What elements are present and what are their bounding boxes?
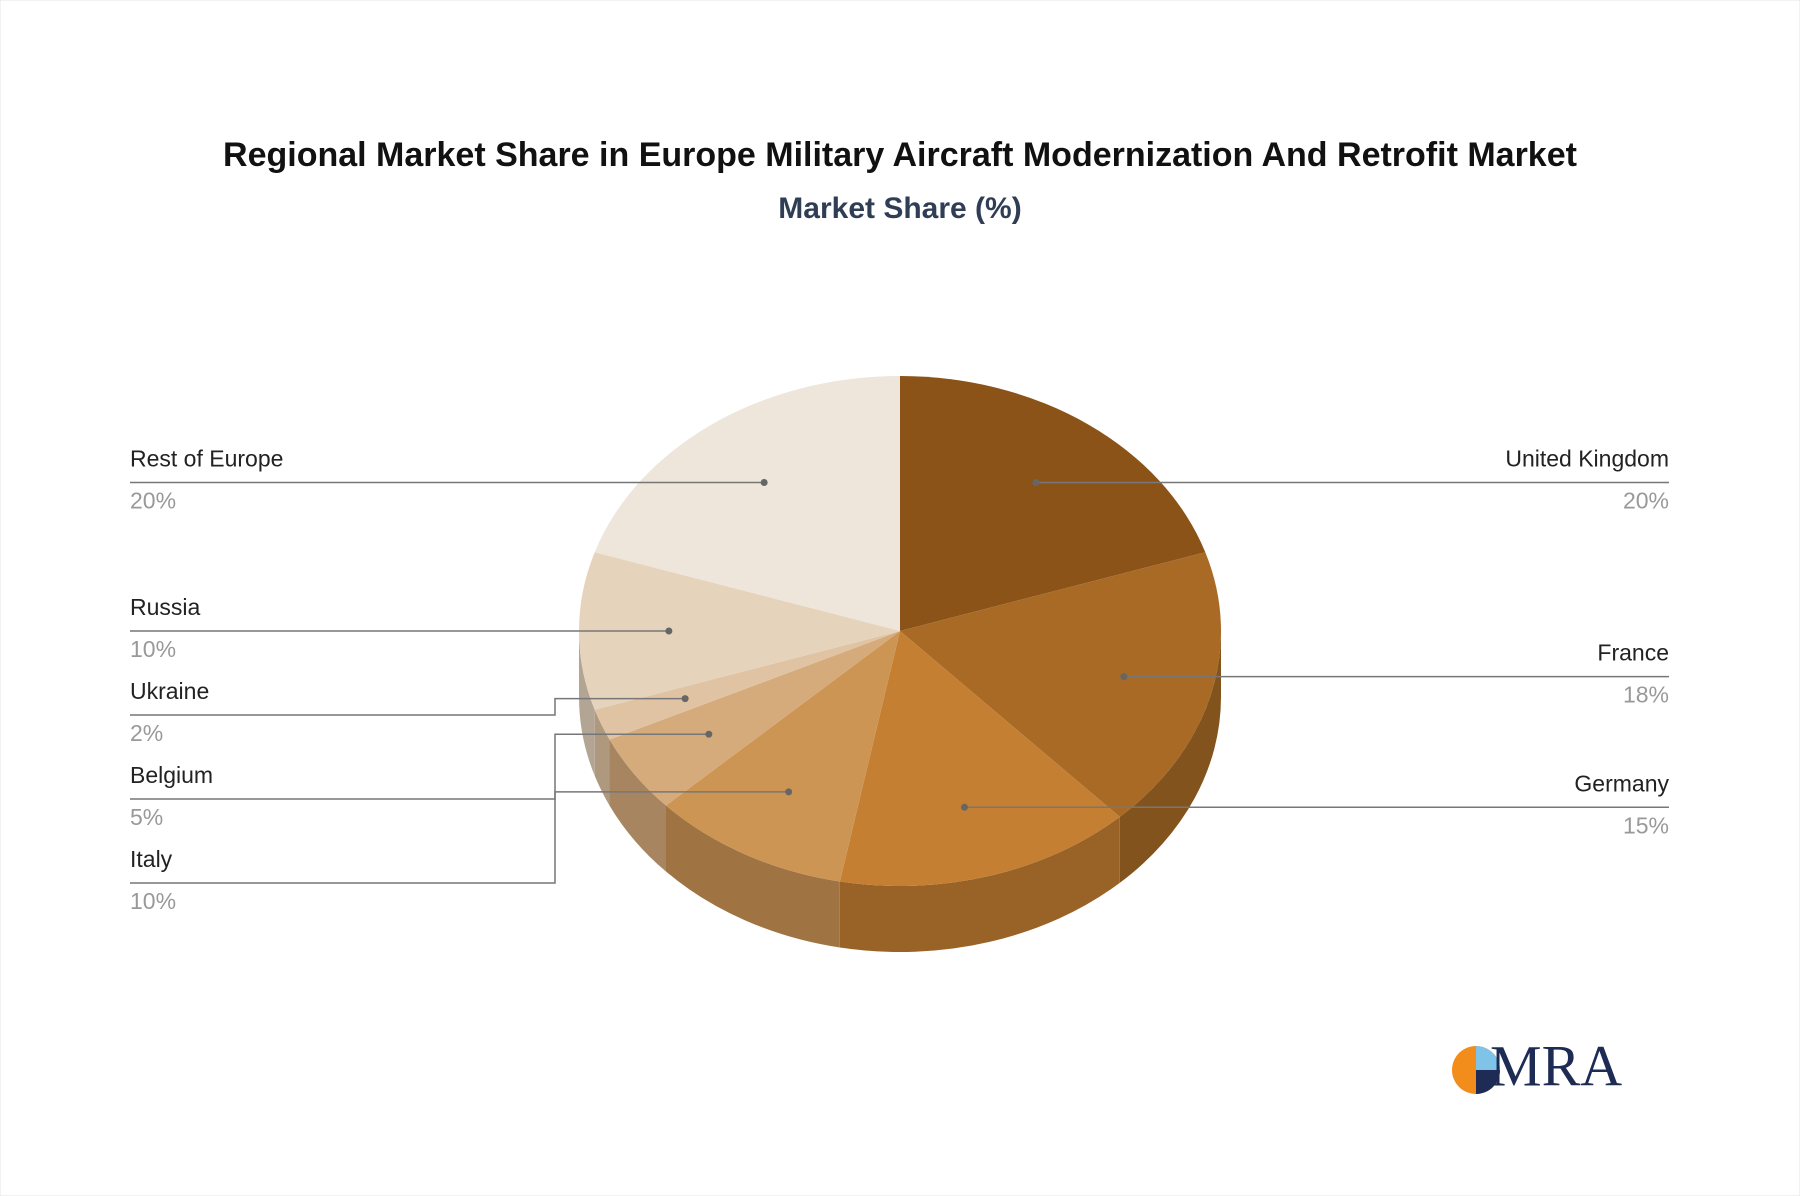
data-label: 20% xyxy=(1623,488,1669,514)
data-label: 2% xyxy=(130,720,163,746)
data-label: 15% xyxy=(1623,812,1669,838)
slice xyxy=(609,631,900,806)
chart-title: Regional Market Share in Europe Military… xyxy=(223,136,1577,174)
slice xyxy=(594,376,900,631)
slice-side xyxy=(1119,631,1221,883)
leader-dot xyxy=(785,788,793,796)
slice xyxy=(579,552,900,710)
legend-label: United Kingdom xyxy=(1505,446,1669,472)
logo-wedge xyxy=(1476,1046,1500,1070)
data-label: 18% xyxy=(1623,682,1669,708)
slice-side xyxy=(579,631,595,776)
slice-side xyxy=(666,805,840,948)
logo-wedge xyxy=(1476,1070,1500,1094)
legend-label: Rest of Europe xyxy=(130,446,283,472)
leader-line xyxy=(130,733,709,800)
chart-subtitle: Market Share (%) xyxy=(778,192,1021,225)
legend-label: Germany xyxy=(1574,770,1669,796)
data-label: 20% xyxy=(130,488,176,514)
leader-dot xyxy=(665,627,673,635)
legend-label: Italy xyxy=(130,846,173,872)
slice-side xyxy=(839,816,1120,952)
leader-line xyxy=(130,791,789,884)
legend-label: Belgium xyxy=(130,762,213,788)
leader-dot xyxy=(1120,673,1128,681)
leader-dot xyxy=(705,730,713,738)
logo-text: MRA xyxy=(1490,1033,1622,1098)
data-label: 10% xyxy=(130,888,176,914)
legend-label: Ukraine xyxy=(130,678,209,704)
leader-line xyxy=(130,697,686,716)
legend-label: France xyxy=(1597,640,1669,666)
data-label: 5% xyxy=(130,804,163,830)
logo: MRA xyxy=(1452,1033,1622,1098)
pie xyxy=(579,376,1222,952)
leader-dot xyxy=(1032,478,1040,486)
slice-side xyxy=(609,739,667,872)
legend-label: Russia xyxy=(130,594,201,620)
leader-dot xyxy=(960,803,968,811)
slice xyxy=(839,631,1120,887)
data-label: 10% xyxy=(130,636,176,662)
slice xyxy=(666,631,900,882)
leader-dot xyxy=(760,478,768,486)
slice xyxy=(594,631,900,740)
slice xyxy=(900,552,1222,817)
slice xyxy=(900,376,1206,631)
leader-dot xyxy=(681,695,689,703)
